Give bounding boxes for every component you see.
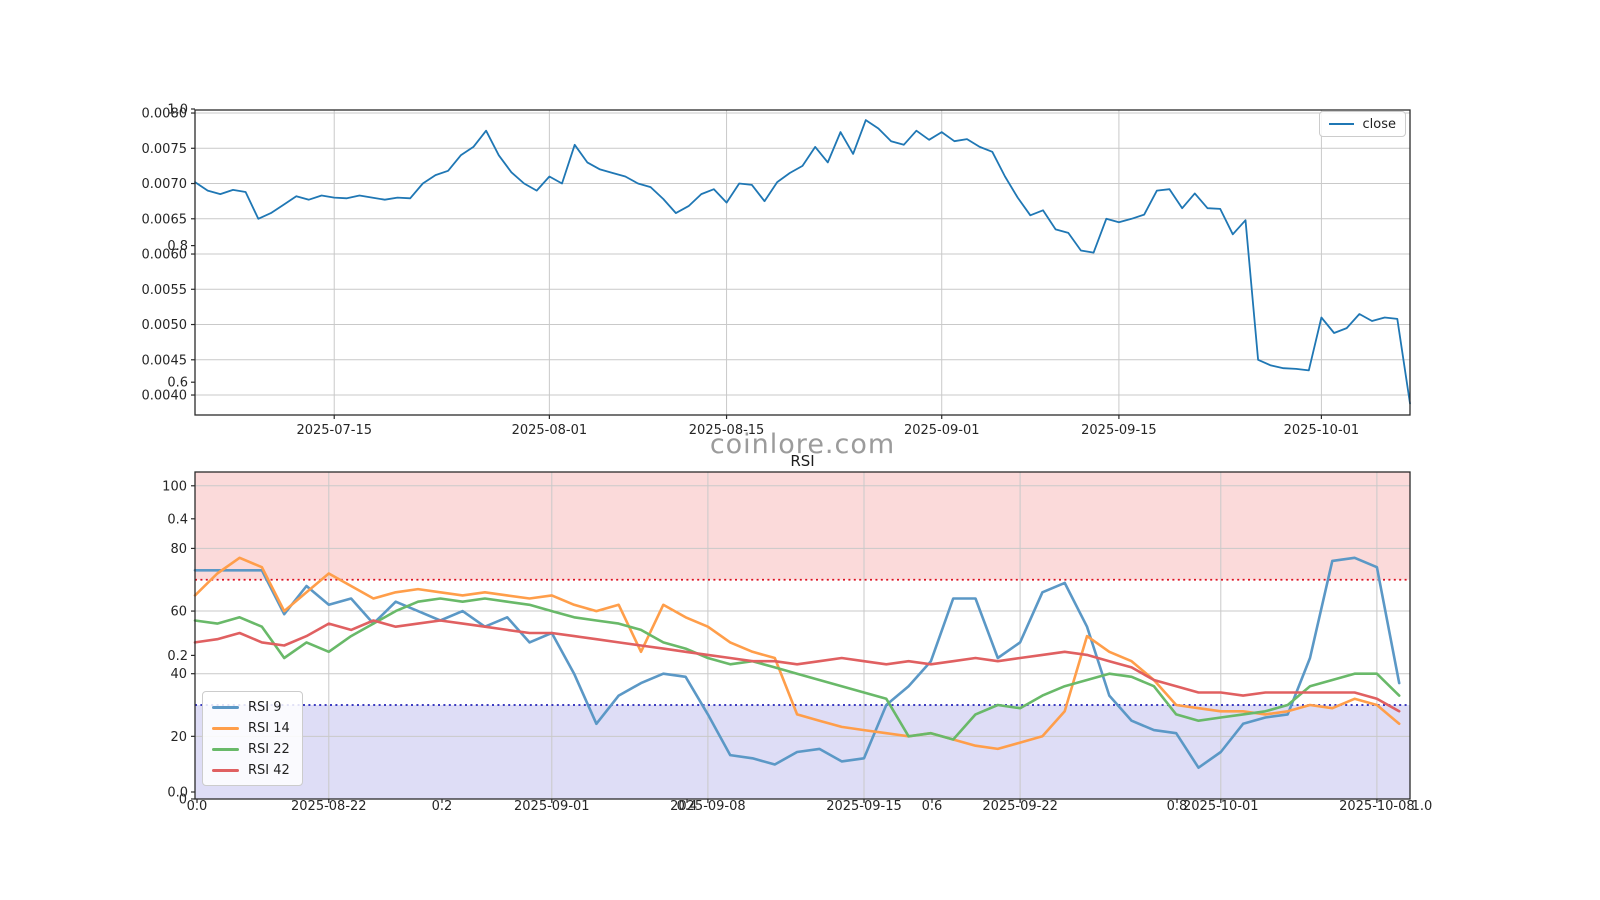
rsi-legend: RSI 9 RSI 14 RSI 22 RSI 42 xyxy=(202,691,303,786)
overbought-band xyxy=(195,472,1410,580)
rsi14-line-swatch xyxy=(212,726,239,730)
price-axes-border xyxy=(194,109,1411,416)
secondary-y-tick-label: 0.2 xyxy=(167,649,188,664)
rsi9-legend-label: RSI 9 xyxy=(248,699,282,715)
rsi22-legend-label: RSI 22 xyxy=(248,741,290,757)
rsi-y-tick-label: 0 xyxy=(179,792,187,807)
secondary-x-tick-label: 1.0 xyxy=(1412,799,1433,814)
watermark: coinlore.com xyxy=(709,429,896,460)
price-y-tick-label: 0.0065 xyxy=(142,212,188,227)
rsi14-legend-label: RSI 14 xyxy=(248,720,290,736)
rsi-x-tick-label: 2025-10-01 xyxy=(1183,799,1259,814)
price-y-tick-label: 0.0045 xyxy=(142,353,188,368)
secondary-x-tick-label: 0.6 xyxy=(922,799,943,814)
price-x-tick-label: 2025-08-15 xyxy=(689,423,765,438)
secondary-x-tick-label: 0.8 xyxy=(1167,799,1188,814)
rsi-panel-title: RSI xyxy=(790,452,815,470)
secondary-x-tick-label: 0.2 xyxy=(432,799,453,814)
rsi-y-tick-label: 20 xyxy=(170,730,187,745)
line-close xyxy=(194,119,1411,405)
rsi-legend-row: RSI 9 xyxy=(212,699,290,715)
price-x-tick-label: 2025-10-01 xyxy=(1284,423,1360,438)
close-legend-label: close xyxy=(1362,116,1396,132)
line-rsi-14 xyxy=(193,556,1401,751)
price-x-tick-label: 2025-09-01 xyxy=(904,423,980,438)
rsi-legend-row: RSI 14 xyxy=(212,720,290,736)
rsi-x-tick-label: 2025-09-01 xyxy=(514,799,590,814)
price-y-tick-label: 0.0055 xyxy=(142,283,188,298)
price-x-tick-label: 2025-07-15 xyxy=(296,423,372,438)
rsi-x-tick-label: 2025-09-22 xyxy=(982,799,1058,814)
price-x-tick-label: 2025-08-01 xyxy=(512,423,588,438)
rsi-legend-row: RSI 22 xyxy=(212,741,290,757)
line-rsi-22 xyxy=(193,597,1401,741)
secondary-y-tick-label: 0.8 xyxy=(167,239,188,254)
rsi22-line-swatch xyxy=(212,747,239,751)
rsi42-legend-label: RSI 42 xyxy=(248,762,290,778)
price-y-tick-label: 0.0075 xyxy=(142,142,188,157)
secondary-x-tick-label: 0.0 xyxy=(187,799,208,814)
price-legend: close xyxy=(1319,111,1406,137)
price-y-tick-label: 0.0060 xyxy=(142,248,188,263)
secondary-y-tick-label: 0.6 xyxy=(167,376,188,391)
price-y-tick-label: 0.0080 xyxy=(142,107,188,122)
rsi-y-tick-label: 80 xyxy=(170,542,187,557)
price-y-tick-label: 0.0070 xyxy=(142,177,188,192)
close-line-swatch xyxy=(1329,123,1354,125)
rsi-x-tick-label: 2025-09-15 xyxy=(826,799,902,814)
line-rsi-9 xyxy=(193,556,1401,770)
rsi9-line-swatch xyxy=(212,705,239,709)
secondary-x-tick-label: 0.4 xyxy=(677,799,698,814)
secondary-y-tick-label: 0.0 xyxy=(167,786,188,801)
rsi-y-tick-label: 40 xyxy=(170,667,187,682)
rsi-x-tick-label: 2025-09-08 xyxy=(670,799,746,814)
rsi-axes-border xyxy=(194,471,1411,800)
rsi-y-tick-label: 100 xyxy=(162,479,187,494)
line-rsi-42 xyxy=(193,619,1401,713)
secondary-y-tick-label: 0.4 xyxy=(167,512,188,527)
rsi42-line-swatch xyxy=(212,768,239,772)
price-y-tick-label: 0.0050 xyxy=(142,318,188,333)
secondary-y-tick-label: 1.0 xyxy=(167,103,188,118)
rsi-legend-row: RSI 42 xyxy=(212,762,290,778)
rsi-x-tick-label: 2025-08-22 xyxy=(291,799,367,814)
rsi-y-tick-label: 60 xyxy=(170,605,187,620)
price-y-tick-label: 0.0040 xyxy=(142,389,188,404)
price-x-tick-label: 2025-09-15 xyxy=(1081,423,1157,438)
rsi-x-tick-label: 2025-10-08 xyxy=(1339,799,1415,814)
